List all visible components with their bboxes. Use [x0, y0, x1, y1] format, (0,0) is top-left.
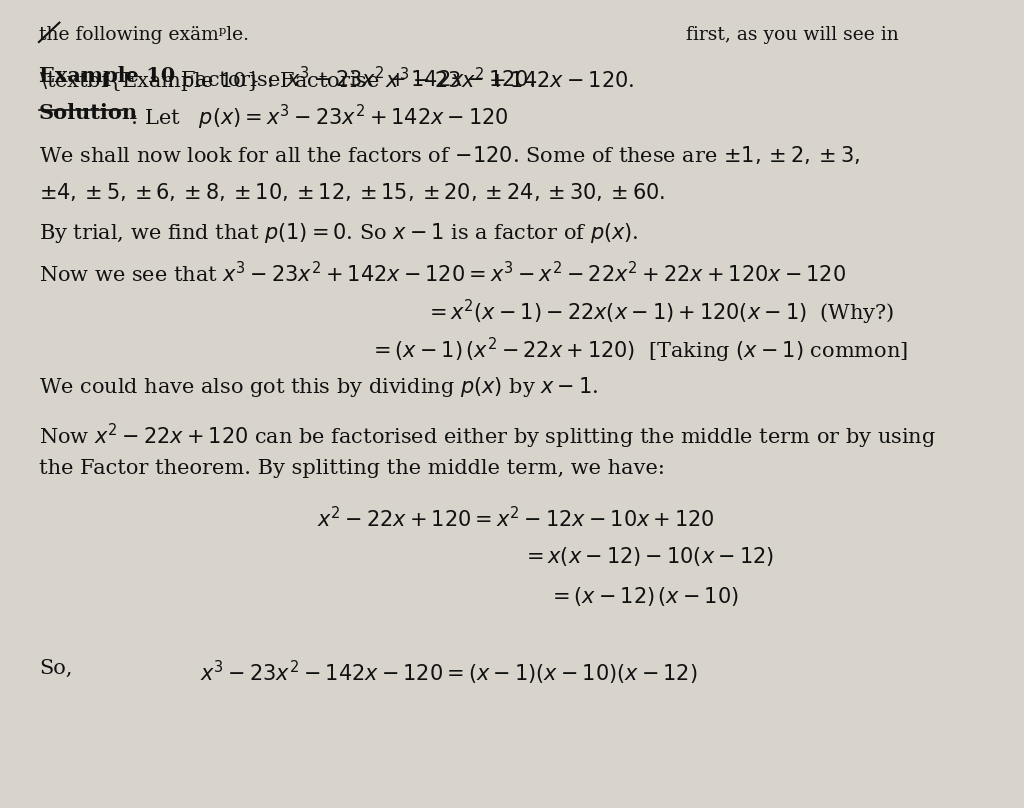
- Text: $x^3-23x^2-142x-120=(x-1)(x-10)(x-12)$: $x^3-23x^2-142x-120=(x-1)(x-10)(x-12)$: [200, 659, 697, 687]
- Text: By trial, we find that $p(1) = 0$. So $x - 1$ is a factor of $p(x)$.: By trial, we find that $p(1) = 0$. So $x…: [39, 221, 639, 245]
- Text: : Let   $p(x)=x^3-23x^2+142x-120$: : Let $p(x)=x^3-23x^2+142x-120$: [124, 103, 509, 132]
- Text: : Factorise $x^3-23x^2+142x-120$.: : Factorise $x^3-23x^2+142x-120$.: [160, 66, 535, 91]
- Text: $\pm4, \pm5, \pm6, \pm8, \pm10, \pm12, \pm15, \pm20, \pm24, \pm30, \pm60.$: $\pm4, \pm5, \pm6, \pm8, \pm10, \pm12, \…: [39, 181, 666, 203]
- Text: $x^2-22x+120=x^2-12x-10x+120$: $x^2-22x+120=x^2-12x-10x+120$: [317, 506, 715, 531]
- Text: Solution: Solution: [39, 103, 138, 123]
- Text: $=x(x-12)-10(x-12)$: $=x(x-12)-10(x-12)$: [522, 545, 774, 568]
- Text: $=(x-12)\,(x-10)$: $=(x-12)\,(x-10)$: [548, 585, 738, 608]
- Text: first, as you will see in: first, as you will see in: [686, 26, 899, 44]
- Text: the following exämᵖle.: the following exämᵖle.: [39, 26, 249, 44]
- Text: So,: So,: [39, 659, 73, 678]
- Text: Example 10: Example 10: [39, 66, 175, 86]
- Text: $=(x-1)\,(x^2-22x+120)$  [Taking $(x-1)$ common]: $=(x-1)\,(x^2-22x+120)$ [Taking $(x-1)$ …: [369, 335, 907, 364]
- Text: the Factor theorem. By splitting the middle term, we have:: the Factor theorem. By splitting the mid…: [39, 459, 665, 478]
- Text: We shall now look for all the factors of $-120$. Some of these are $\pm1, \pm2, : We shall now look for all the factors of…: [39, 144, 860, 166]
- Text: $=x^2(x-1)-22x(x-1)+120(x-1)$  (Why?): $=x^2(x-1)-22x(x-1)+120(x-1)$ (Why?): [425, 298, 894, 327]
- Text: We could have also got this by dividing $p(x)$ by $x-1$.: We could have also got this by dividing …: [39, 375, 598, 399]
- Text: Now $x^2-22x+120$ can be factorised either by splitting the middle term or by us: Now $x^2-22x+120$ can be factorised eith…: [39, 422, 936, 451]
- Text: \textbf{Example 10} : Factorise $x^3-23x^2+142x-120$.: \textbf{Example 10} : Factorise $x^3-23x…: [39, 66, 634, 95]
- Text: Now we see that $x^3-23x^2+142x-120=x^3-x^2-22x^2+22x+120x-120$: Now we see that $x^3-23x^2+142x-120=x^3-…: [39, 261, 846, 286]
